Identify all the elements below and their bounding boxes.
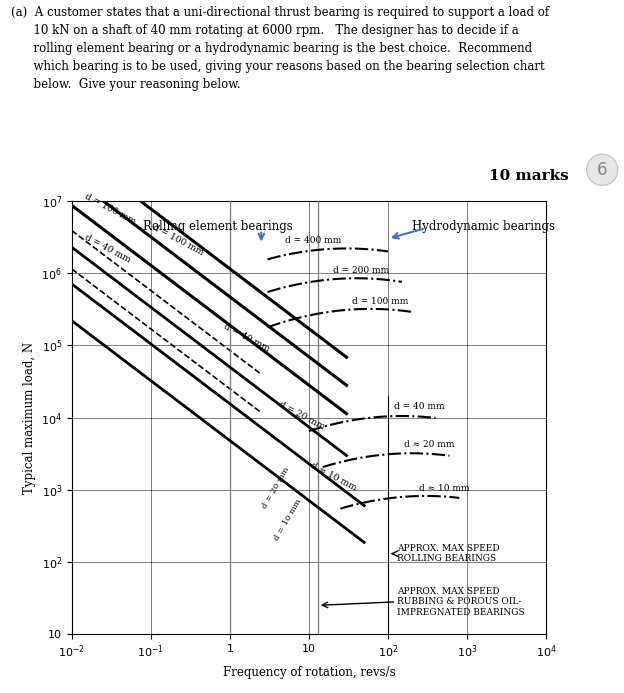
Text: Rolling element bearings: Rolling element bearings: [143, 220, 293, 233]
Text: d ≈ 10 mm: d ≈ 10 mm: [309, 461, 358, 492]
Text: (a)  A customer states that a uni-directional thrust bearing is required to supp: (a) A customer states that a uni-directi…: [11, 6, 550, 91]
Text: d = 100 mm: d = 100 mm: [84, 192, 137, 227]
Text: d = 400 mm: d = 400 mm: [285, 236, 341, 245]
Text: 6: 6: [597, 161, 607, 179]
Y-axis label: Typical maximum load, N: Typical maximum load, N: [22, 342, 36, 493]
Text: d = 40 mm: d = 40 mm: [222, 322, 271, 353]
Text: d ≈ 20 mm: d ≈ 20 mm: [404, 440, 454, 449]
Text: d = 40 mm: d = 40 mm: [394, 403, 445, 412]
Text: d = 100 mm: d = 100 mm: [352, 297, 408, 306]
Text: d = 40 mm: d = 40 mm: [84, 234, 132, 265]
Text: Hydrodynamic bearings: Hydrodynamic bearings: [412, 220, 555, 233]
Text: d = 20 mm: d = 20 mm: [261, 466, 291, 511]
Text: APPROX. MAX SPEED
RUBBING & POROUS OIL-
IMPREGNATED BEARINGS: APPROX. MAX SPEED RUBBING & POROUS OIL- …: [397, 587, 525, 617]
Text: d = 10 mm: d = 10 mm: [273, 498, 303, 542]
Text: APPROX. MAX SPEED
ROLLING BEARINGS: APPROX. MAX SPEED ROLLING BEARINGS: [397, 544, 500, 563]
Text: d = 200 mm: d = 200 mm: [333, 265, 389, 274]
Text: d = 20 mm: d = 20 mm: [278, 400, 326, 432]
Text: 10 marks: 10 marks: [489, 169, 568, 183]
X-axis label: Frequency of rotation, revs/s: Frequency of rotation, revs/s: [223, 666, 395, 679]
Text: d ≈ 10 mm: d ≈ 10 mm: [419, 484, 470, 493]
Text: d = 100 mm: d = 100 mm: [151, 222, 205, 257]
